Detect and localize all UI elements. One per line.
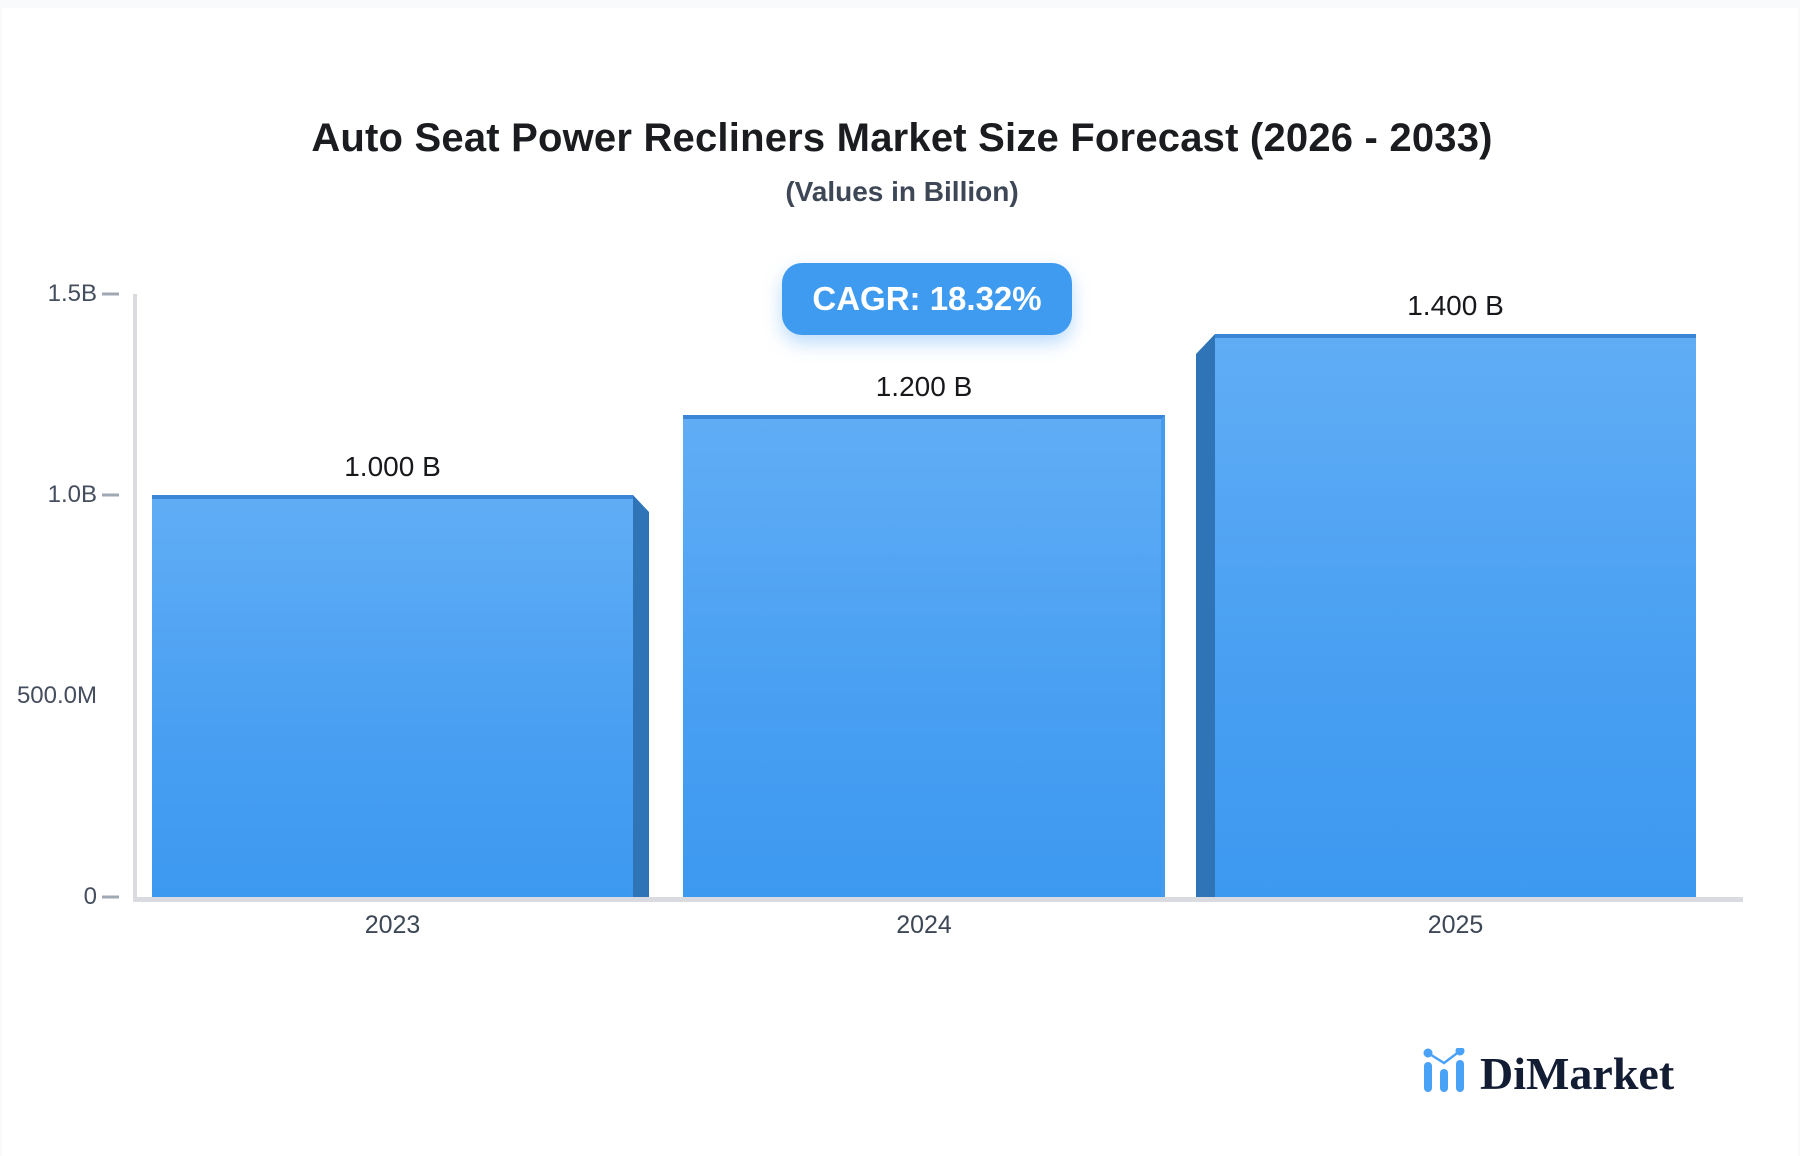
brand-name: DiMarket [1480,1048,1675,1099]
x-axis-line [133,897,1743,902]
bar-value-label: 1.400 B [1407,290,1504,321]
bar-2023-side-bevel [633,495,649,897]
bar-2025-side-bevel [1196,334,1215,897]
y-tick-label: 0 [83,883,97,910]
y-tick-dash [102,292,119,296]
bar-value-label: 1.200 B [875,371,973,402]
chart-title: Auto Seat Power Recliners Market Size Fo… [311,116,1493,160]
bar-2025 [1215,334,1696,897]
x-tick-label-2023: 2023 [364,911,421,939]
chart-subtitle: (Values in Billion) [785,176,1019,207]
y-axis-line [133,294,137,899]
bar-2024 [683,415,1165,897]
chart-card: Auto Seat Power Recliners Market Size Fo… [2,8,1798,1156]
y-tick-label: 1.5B [47,280,97,307]
x-tick-label-2025: 2025 [1427,911,1484,939]
cagr-badge: CAGR: 18.32% [782,263,1072,335]
bar-value-label: 1.000 B [344,451,441,482]
x-tick-label-2024: 2024 [896,911,952,939]
y-tick-label: 500.0M [16,682,97,709]
y-tick-dash [102,493,119,497]
mini-bar-chart-icon [1422,1046,1468,1097]
bar-2023 [152,495,633,897]
y-tick-label: 1.0B [47,481,97,508]
y-tick-dash [102,895,119,899]
brand-logo: DiMarket [1422,1046,1675,1099]
